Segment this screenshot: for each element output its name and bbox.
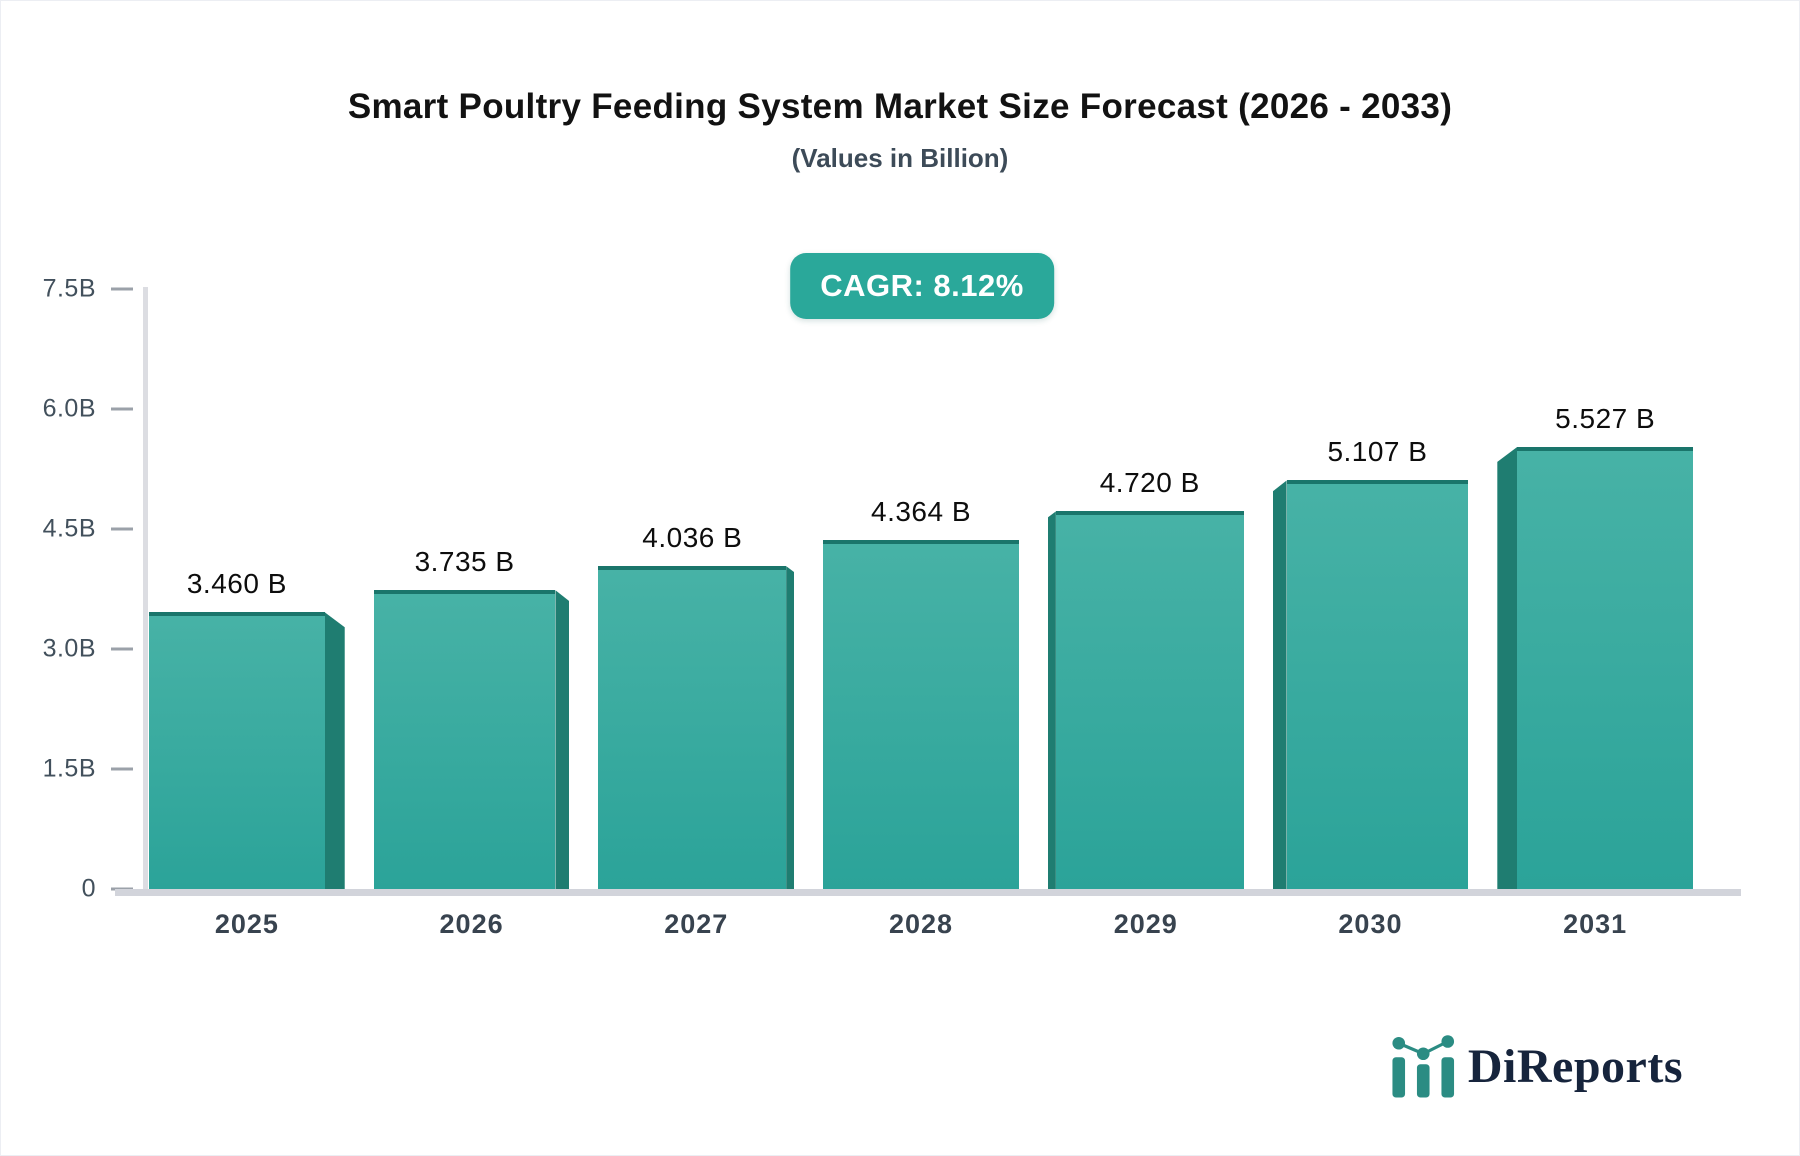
y-tick-label: 1.5B bbox=[42, 754, 96, 783]
direports-logo: DiReports bbox=[1386, 1031, 1683, 1101]
bar-value-label: 4.036 B bbox=[642, 522, 743, 554]
bar-side-bevel bbox=[555, 590, 570, 889]
bar-2029: 4.720 B bbox=[1047, 467, 1244, 889]
page-subtitle: (Values in Billion) bbox=[791, 143, 1009, 173]
y-tick-6.0B: 6.0B bbox=[5, 395, 133, 424]
x-category-label: 2028 bbox=[888, 909, 954, 939]
bar-face: 5.107 B bbox=[1286, 436, 1469, 889]
tick-dash-icon bbox=[111, 287, 133, 291]
y-tick-label: 0 bbox=[81, 874, 96, 903]
y-tick-label: 3.0B bbox=[42, 634, 96, 663]
bar-value-label: 4.364 B bbox=[871, 495, 972, 527]
bar-side-bevel bbox=[1497, 446, 1518, 889]
tick-dash-icon bbox=[111, 407, 133, 411]
page-title: Smart Poultry Feeding System Market Size… bbox=[347, 87, 1453, 126]
bars-row: 3.460 B 2025 3.735 B 2026 4.036 B 2027 4.364 B… bbox=[149, 289, 1694, 939]
bar-value-label: 5.107 B bbox=[1327, 436, 1428, 468]
y-tick-7.5B: 7.5B bbox=[5, 275, 133, 304]
tick-dash-icon bbox=[111, 767, 133, 771]
bar-group-2028: 4.364 B 2028 bbox=[823, 289, 1019, 939]
bar-side-bevel bbox=[1047, 511, 1056, 889]
bar-value-label: 5.527 B bbox=[1555, 402, 1656, 434]
bar-group-2026: 3.735 B 2026 bbox=[373, 289, 570, 939]
y-axis-line bbox=[143, 287, 148, 889]
y-tick-label: 6.0B bbox=[42, 394, 96, 423]
bar-group-2031: 5.527 B 2031 bbox=[1497, 289, 1694, 939]
x-category-label: 2029 bbox=[1113, 909, 1178, 939]
y-tick-label: 7.5B bbox=[42, 274, 96, 303]
bar-group-2029: 4.720 B 2029 bbox=[1047, 289, 1244, 939]
brand-name: DiReports bbox=[1467, 1039, 1683, 1093]
bar-2028: 4.364 B bbox=[823, 496, 1019, 889]
y-tick-4.5B: 4.5B bbox=[5, 515, 133, 544]
x-category-label: 2026 bbox=[439, 909, 504, 939]
bar-group-2030: 5.107 B 2030 bbox=[1272, 289, 1469, 939]
bar-face: 3.460 B bbox=[149, 568, 325, 889]
y-tick-1.5B: 1.5B bbox=[5, 755, 133, 784]
mini-bar-chart-icon bbox=[1386, 1031, 1464, 1101]
y-tick-3.0B: 3.0B bbox=[5, 635, 133, 664]
tick-dash-icon bbox=[111, 647, 133, 651]
bar-group-2027: 4.036 B 2027 bbox=[598, 289, 795, 939]
bar-2025: 3.460 B bbox=[149, 568, 345, 889]
bar-face: 4.036 B bbox=[598, 522, 787, 889]
bar-2031: 5.527 B bbox=[1497, 403, 1694, 889]
x-category-label: 2031 bbox=[1563, 909, 1628, 939]
bar-side-bevel bbox=[1272, 480, 1287, 889]
x-category-label: 2030 bbox=[1338, 909, 1403, 939]
bar-face: 4.364 B bbox=[823, 496, 1019, 889]
bar-2026: 3.735 B bbox=[373, 546, 570, 889]
bar-face: 4.720 B bbox=[1055, 467, 1244, 889]
y-tick-label: 4.5B bbox=[42, 514, 96, 543]
bar-value-label: 3.735 B bbox=[414, 546, 515, 578]
x-category-label: 2027 bbox=[664, 909, 729, 939]
bar-side-bevel bbox=[786, 566, 795, 889]
y-tick-0: 0 bbox=[5, 875, 133, 904]
bar-face: 3.735 B bbox=[373, 546, 556, 889]
bar-2027: 4.036 B bbox=[598, 522, 795, 889]
bar-value-label: 3.460 B bbox=[186, 568, 287, 600]
x-axis-baseline bbox=[115, 889, 1741, 896]
bar-side-bevel bbox=[324, 612, 345, 889]
bar-face: 5.527 B bbox=[1517, 403, 1694, 889]
plot-area: 0 1.5B 3.0B 4.5B 6.0B 7.5B 3.460 B 2025 3.735 B… bbox=[43, 275, 1741, 939]
tick-dash-icon bbox=[111, 527, 133, 531]
bar-group-2025: 3.460 B 2025 bbox=[149, 289, 345, 939]
cagr-badge: CAGR: 8.12% bbox=[790, 253, 1054, 319]
x-category-label: 2025 bbox=[214, 909, 279, 939]
bar-value-label: 4.720 B bbox=[1099, 467, 1200, 499]
bar-2030: 5.107 B bbox=[1272, 436, 1469, 889]
